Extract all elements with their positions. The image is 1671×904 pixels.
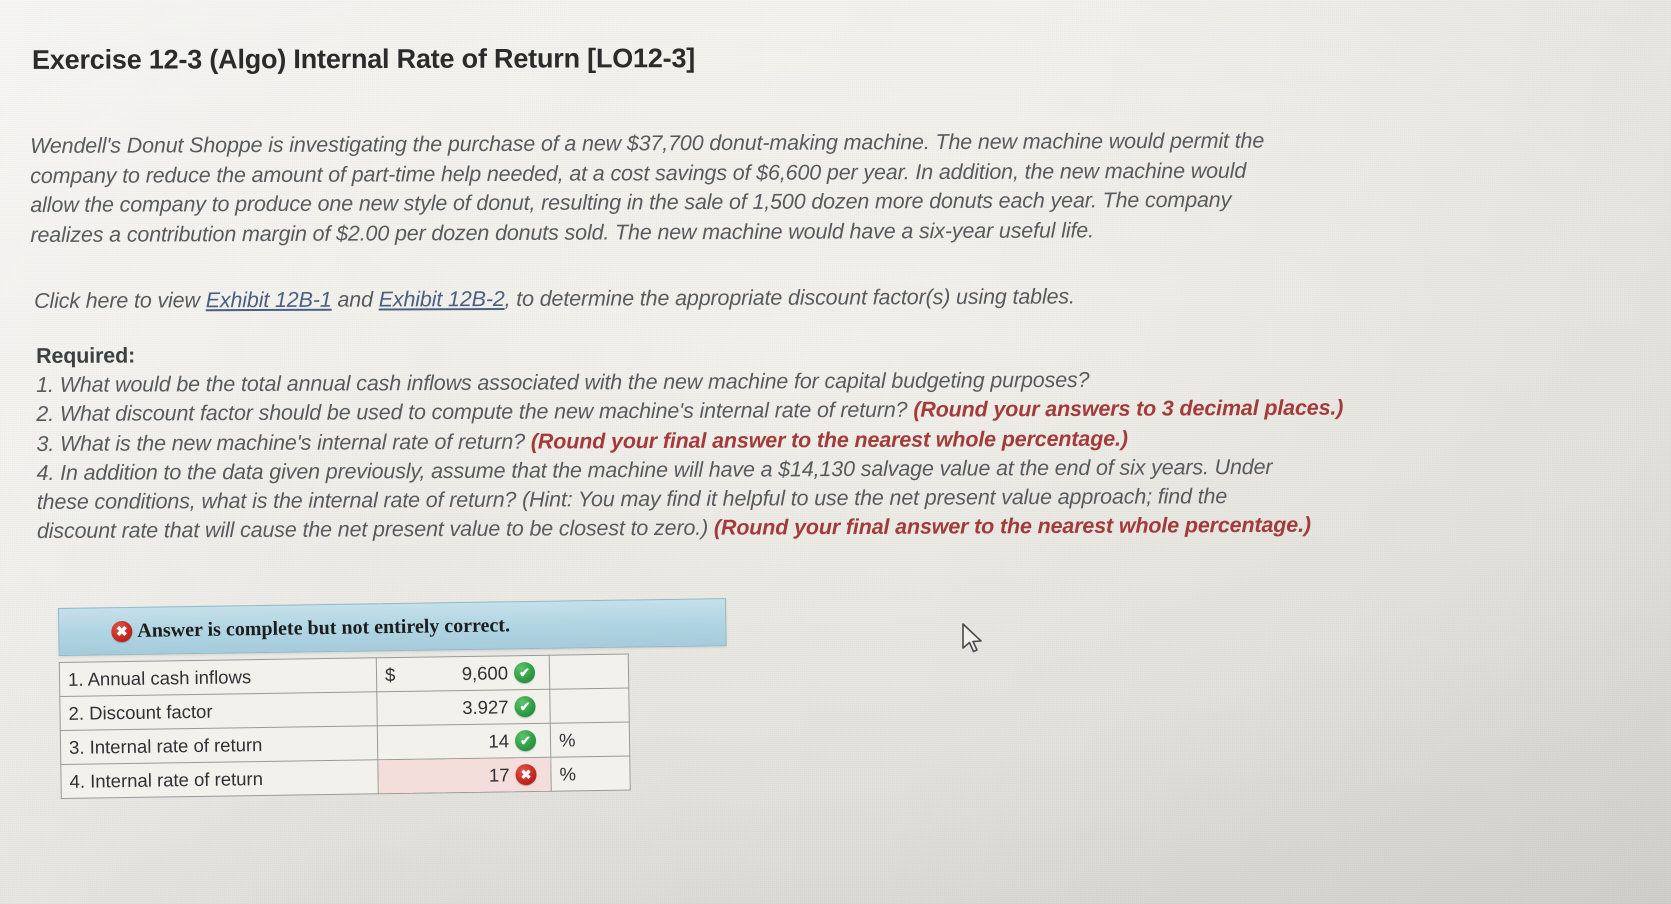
exhibit-middle: and <box>331 287 379 312</box>
required-question-4-line-3: discount rate that will cause the net pr… <box>37 510 1517 546</box>
answer-value-wrap: 3.927 ✔ <box>385 690 541 725</box>
exhibit-links-line: Click here to view Exhibit 12B-1 and Exh… <box>34 281 1504 316</box>
correct-check-icon: ✔ <box>514 729 537 752</box>
table-row: 4. Internal rate of return 17 ✖% <box>60 756 631 799</box>
answer-row-value-cell[interactable]: 14 ✔ <box>377 723 551 760</box>
error-x-icon: ✖ <box>111 620 133 642</box>
required-question-2-text: 2. What discount factor should be used t… <box>36 398 914 427</box>
correct-check-icon: ✔ <box>514 695 536 718</box>
answer-row-unit: % <box>550 722 630 758</box>
exhibit-suffix: , to determine the appropriate discount … <box>504 284 1075 311</box>
answer-table: 1. Annual cash inflows $9,600 ✔ 2. Discount… <box>58 653 631 799</box>
answer-value-wrap: 17 ✖ <box>386 758 542 793</box>
answer-row-label: 1. Annual cash inflows <box>59 657 377 697</box>
required-question-2-note: (Round your answers to 3 decimal places.… <box>913 396 1344 423</box>
answer-value: 14 <box>488 729 510 752</box>
answer-value-wrap: 9,600 ✔ <box>385 656 541 691</box>
answer-status-banner: ✖ Answer is complete but not entirely co… <box>58 598 727 656</box>
answer-value-wrap: 14 ✔ <box>386 724 542 759</box>
answer-value: 9,600 <box>461 661 509 684</box>
answer-row-label: 4. Internal rate of return <box>60 759 379 799</box>
answer-row-label: 3. Internal rate of return <box>60 725 378 765</box>
answer-row-label: 2. Discount factor <box>59 691 378 731</box>
problem-statement: Wendell's Donut Shoppe is investigating … <box>30 125 1521 250</box>
answer-row-value-cell[interactable]: 17 ✖ <box>377 757 552 794</box>
answer-row-value-cell[interactable]: 3.927 ✔ <box>376 689 551 726</box>
page-title: Exercise 12-3 (Algo) Internal Rate of Re… <box>31 43 696 75</box>
answer-status-text: Answer is complete but not entirely corr… <box>137 613 511 642</box>
mouse-pointer-icon <box>962 623 982 653</box>
answer-value: 3.927 <box>462 695 509 718</box>
required-question-4-note: (Round your final answer to the nearest … <box>713 512 1311 540</box>
required-section: Required: 1. What would be the total ann… <box>36 335 1517 547</box>
required-question-3-text: 3. What is the new machine's internal ra… <box>36 429 531 456</box>
answer-widget: ✖ Answer is complete but not entirely co… <box>58 598 741 799</box>
answer-row-value-cell[interactable]: $9,600 ✔ <box>376 655 550 692</box>
answer-value: 17 <box>488 763 510 786</box>
required-question-4-text: discount rate that will cause the net pr… <box>36 515 714 544</box>
exhibit-prefix: Click here to view <box>34 288 206 313</box>
exhibit-12b-1-link[interactable]: Exhibit 12B-1 <box>205 287 332 313</box>
exhibit-12b-2-link[interactable]: Exhibit 12B-2 <box>378 286 505 312</box>
answer-row-unit <box>549 688 630 724</box>
incorrect-x-icon: ✖ <box>515 763 537 786</box>
correct-check-icon: ✔ <box>513 661 536 684</box>
problem-line-4: realizes a contribution margin of $2.00 … <box>30 217 1094 247</box>
answer-row-unit: % <box>550 756 631 792</box>
answer-row-unit <box>549 654 629 690</box>
required-question-3-note: (Round your final answer to the nearest … <box>530 426 1128 454</box>
currency-symbol: $ <box>384 663 396 685</box>
